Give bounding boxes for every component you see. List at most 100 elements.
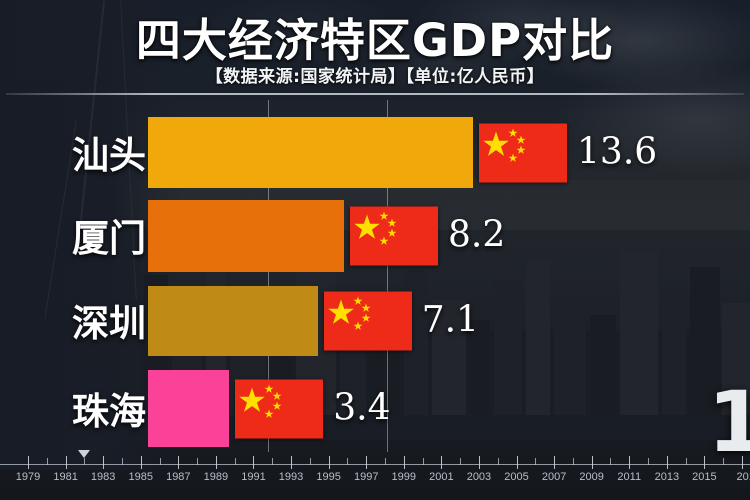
axis-tick-major [215, 456, 217, 469]
axis-line [0, 464, 750, 465]
axis-tick-major [28, 456, 29, 469]
axis-tick-label: 1993 [278, 471, 304, 483]
axis-tick-minor [159, 458, 161, 465]
axis-tick-label: 1983 [90, 471, 116, 483]
chart-bar[interactable] [148, 117, 474, 188]
axis-tick-minor [197, 458, 199, 465]
chart-bar[interactable] [148, 200, 344, 272]
bar-category-label: 深圳 [72, 301, 146, 345]
header: 四大经济特区GDP对比 【数据来源:国家统计局】【单位:亿人民币】 [0, 0, 750, 95]
bar-value-label: 3.4 [333, 387, 391, 429]
chart-bar-row: 深圳 7.1 [0, 286, 750, 356]
building-silhouette [526, 260, 550, 415]
chart-area: 汕头 13.6 厦门 8.2 深圳 7.1 珠海 3.4 [0, 94, 750, 454]
chart-bar-row: 汕头 13.6 [0, 117, 750, 188]
axis-tick-minor [610, 458, 612, 465]
axis-tick-label: 2007 [541, 471, 567, 483]
axis-tick-minor [648, 458, 650, 465]
axis-tick-label: 2003 [466, 471, 492, 483]
axis-tick-label: 1981 [53, 471, 78, 483]
axis-tick-minor [572, 458, 574, 465]
axis-tick-label: 2001 [429, 471, 454, 483]
china-flag-icon [235, 379, 324, 438]
axis-tick-label: 2005 [504, 471, 529, 483]
axis-tick-major [291, 456, 293, 469]
bar-category-label: 厦门 [72, 216, 146, 260]
timeline-axis[interactable]: 1979 1981 1983 1985 1987 1989 1991 1993 1995 1997… [0, 450, 750, 500]
axis-tick-label: 1979 [15, 471, 41, 483]
building-silhouette [620, 250, 658, 415]
chart-gridline [387, 100, 388, 452]
axis-tick-label: 2015 [692, 471, 717, 483]
axis-tick-label: 2009 [579, 471, 604, 483]
axis-tick-minor [385, 458, 386, 465]
axis-tick-major [478, 456, 480, 469]
building-silhouette [494, 280, 522, 415]
axis-tick-major [629, 456, 631, 469]
axis-tick-label: 2013 [654, 471, 680, 483]
axis-tick-label: 201 [736, 471, 750, 483]
axis-tick-label: 1997 [353, 471, 379, 483]
axis-tick-minor [234, 458, 236, 465]
axis-tick-major [65, 456, 67, 469]
bar-value-label: 8.2 [447, 214, 506, 256]
axis-tick-major [140, 456, 142, 469]
chart-bar[interactable] [148, 286, 318, 356]
building-silhouette [722, 303, 750, 415]
axis-tick-minor [46, 458, 48, 465]
axis-tick-minor [497, 458, 499, 465]
header-divider [6, 93, 744, 95]
timeline-playhead[interactable] [78, 450, 91, 458]
axis-tick-major [103, 456, 105, 469]
frame-counter: 1 [707, 373, 750, 471]
bar-value-label: 13.6 [577, 131, 658, 173]
axis-tick-minor [422, 458, 424, 465]
axis-tick-major [253, 456, 255, 469]
axis-tick-major [666, 456, 668, 469]
axis-tick-minor [121, 458, 123, 465]
chart-bar-row: 厦门 8.2 [0, 200, 750, 272]
axis-tick-major [403, 456, 405, 469]
chart-bar-row: 珠海 3.4 [0, 370, 750, 447]
axis-tick-minor [535, 458, 537, 465]
building-silhouette [590, 315, 616, 415]
axis-tick-major [591, 456, 593, 469]
axis-tick-minor [723, 458, 725, 465]
axis-tick-major [178, 456, 180, 469]
axis-tick-label: 1987 [166, 471, 191, 483]
bar-category-label: 珠海 [72, 389, 146, 433]
bar-value-label: 7.1 [421, 299, 479, 341]
axis-tick-label: 1991 [241, 471, 266, 483]
axis-tick-label: 1999 [391, 471, 417, 483]
axis-tick-minor [272, 458, 274, 465]
axis-tick-minor [309, 458, 311, 465]
axis-tick-major [516, 456, 518, 469]
building-silhouette [690, 267, 720, 415]
axis-tick-minor [84, 458, 86, 465]
building-silhouette [432, 300, 466, 415]
china-flag-icon [479, 123, 568, 182]
chart-bar[interactable] [148, 370, 230, 447]
axis-tick-major [441, 456, 443, 469]
page-title: 四大经济特区GDP对比 [135, 14, 615, 67]
axis-tick-major [366, 456, 368, 469]
building-silhouette [554, 297, 586, 415]
china-flag-icon [323, 291, 412, 351]
axis-tick-major [328, 456, 330, 469]
axis-tick-major [742, 456, 743, 469]
building-silhouette [662, 287, 686, 415]
axis-tick-label: 2011 [617, 471, 642, 483]
china-flag-icon [349, 206, 438, 266]
axis-tick-minor [685, 458, 687, 465]
axis-tick-major [704, 456, 706, 469]
axis-tick-label: 1985 [128, 471, 153, 483]
chart-gridline [267, 100, 269, 452]
axis-tick-major [554, 456, 556, 469]
axis-tick-minor [460, 458, 462, 465]
page-subtitle: 【数据来源:国家统计局】【单位:亿人民币】 [205, 67, 545, 87]
building-silhouette [470, 320, 490, 415]
bar-category-label: 汕头 [72, 133, 146, 177]
axis-tick-label: 1995 [316, 471, 341, 483]
